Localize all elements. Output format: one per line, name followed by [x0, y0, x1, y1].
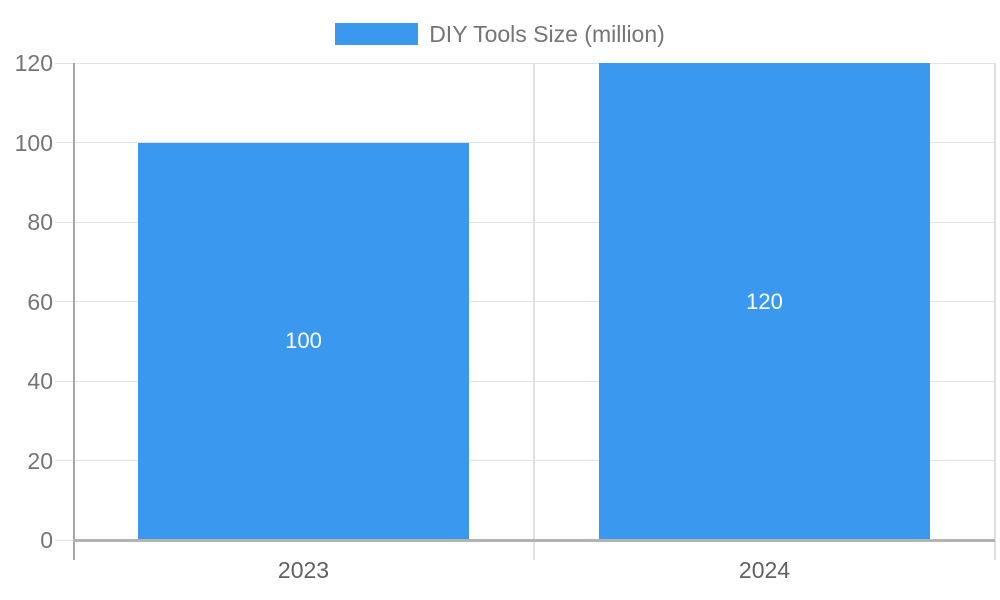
- y-axis-tick: [55, 460, 73, 461]
- plot-area: 100 120: [55, 62, 996, 560]
- y-axis-tick: [55, 380, 73, 382]
- y-axis-tick-label: 0: [40, 527, 53, 553]
- bar-value-label: 100: [285, 328, 322, 354]
- category-separator: [532, 63, 535, 560]
- y-axis-tick: [55, 62, 73, 64]
- bar-2024: 120: [598, 63, 931, 540]
- y-axis-tick: [55, 301, 73, 302]
- y-axis-tick-label: 40: [27, 368, 53, 394]
- legend-label: DIY Tools Size (million): [429, 20, 665, 47]
- y-axis-tick: [55, 142, 73, 143]
- y-axis-tick-label: 20: [27, 447, 53, 474]
- legend: DIY Tools Size (million): [0, 21, 1000, 47]
- x-axis-category-label: 2024: [738, 557, 791, 583]
- x-axis-baseline: [73, 539, 995, 542]
- y-axis-tick-label: 100: [14, 129, 53, 156]
- y-axis-tick-label: 120: [14, 50, 53, 76]
- y-axis-tick: [55, 221, 73, 223]
- legend-swatch: [335, 23, 419, 45]
- category-separator: [993, 63, 996, 560]
- y-axis-line: [73, 63, 75, 560]
- y-axis-tick: [55, 539, 73, 541]
- y-axis-tick-label: 80: [27, 209, 53, 235]
- y-axis-tick-label: 60: [27, 288, 53, 315]
- x-axis-category-label: 2023: [277, 557, 330, 583]
- bar-value-label: 120: [746, 288, 783, 314]
- bar-2023: 100: [137, 142, 470, 540]
